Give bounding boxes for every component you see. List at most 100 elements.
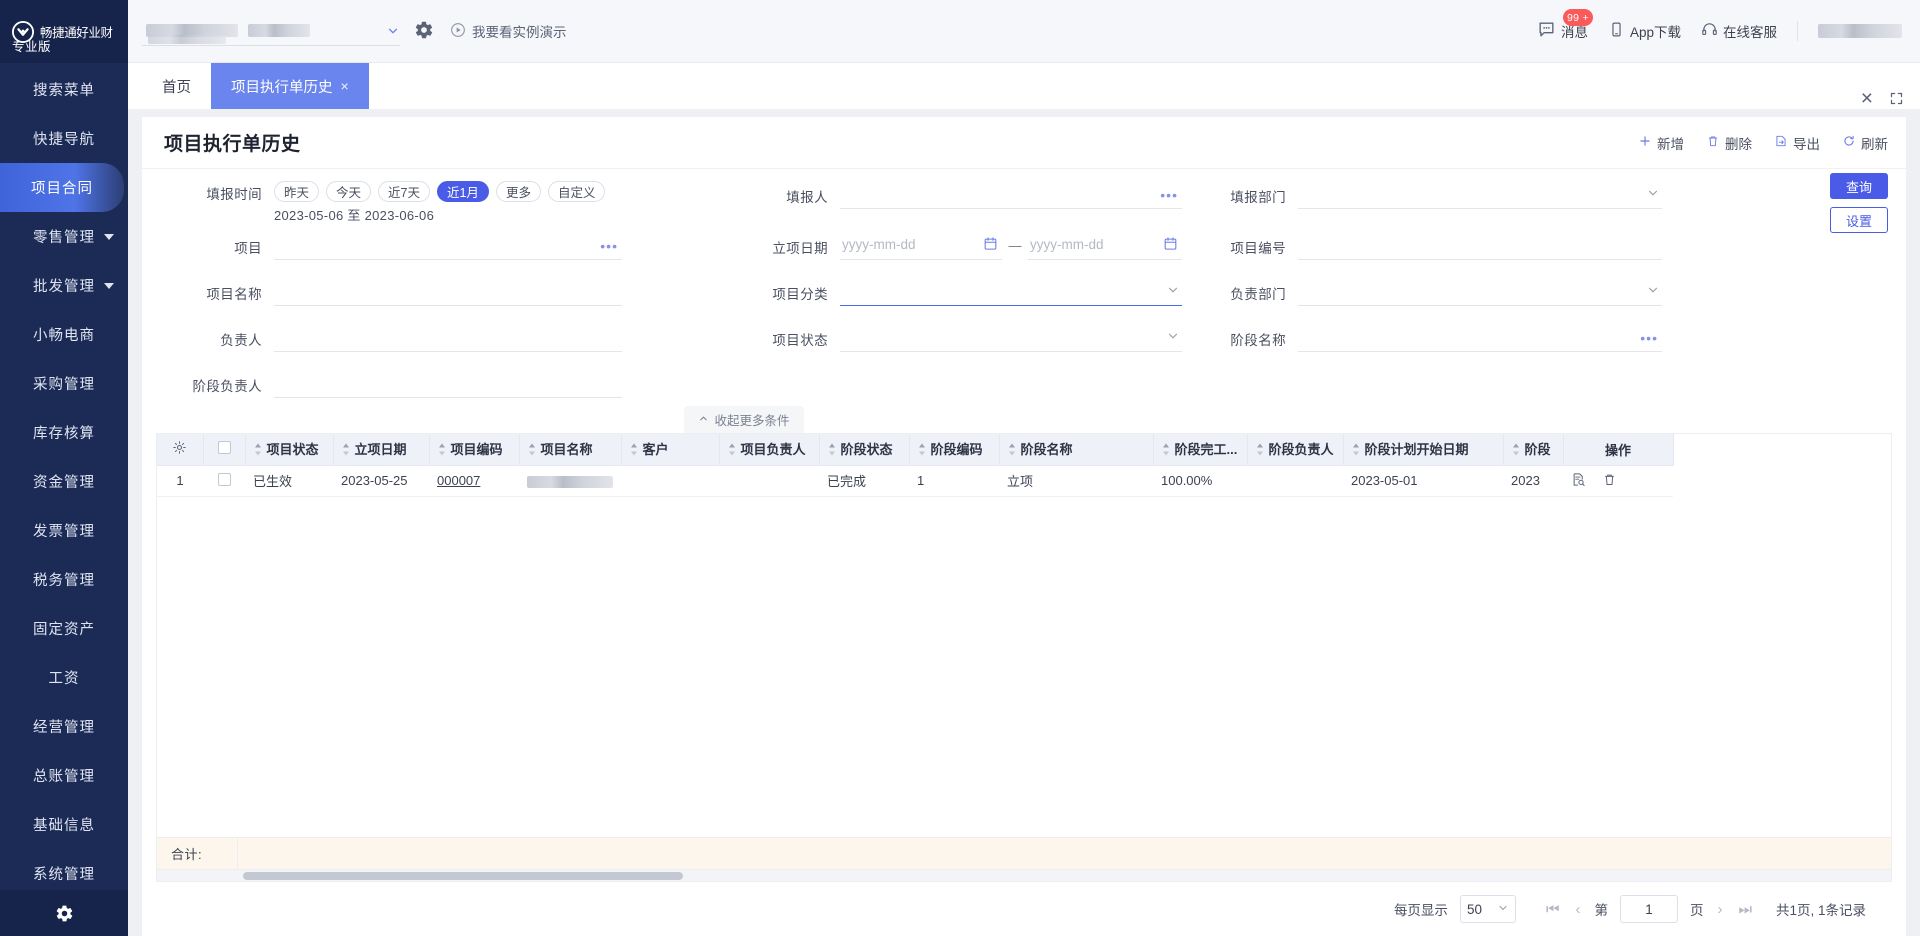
column-project-status[interactable]: 项目状态: [245, 434, 334, 466]
last-page-icon[interactable]: ⏭: [1738, 900, 1752, 918]
column-stage-name[interactable]: 阶段名称: [999, 434, 1154, 466]
owner-field[interactable]: [274, 322, 622, 352]
sort-icon[interactable]: [254, 443, 262, 459]
delete-icon[interactable]: [1602, 472, 1617, 490]
stage-name-field[interactable]: •••: [1298, 322, 1662, 352]
close-all-tabs-icon[interactable]: ×: [1860, 87, 1873, 110]
project-code-link[interactable]: 000007: [437, 473, 481, 488]
sidebar-item-operations[interactable]: 经营管理: [0, 702, 128, 751]
select-all-checkbox[interactable]: [217, 441, 231, 455]
app-download-button[interactable]: App下载: [1608, 21, 1681, 41]
sidebar-item-system[interactable]: 系统管理: [0, 849, 128, 890]
next-page-icon[interactable]: ›: [1717, 900, 1723, 918]
sort-icon[interactable]: [438, 443, 446, 459]
sort-icon[interactable]: [1512, 443, 1520, 459]
cell-project-code[interactable]: 000007: [429, 465, 519, 497]
sidebar-item-assets[interactable]: 固定资产: [0, 604, 128, 653]
project-field[interactable]: •••: [274, 230, 622, 260]
report-dept-field[interactable]: [1298, 179, 1662, 209]
column-stage-code[interactable]: 阶段编码: [909, 434, 1000, 466]
column-stage-owner[interactable]: 阶段负责人: [1247, 434, 1344, 466]
sidebar-item-ecommerce[interactable]: 小畅电商: [0, 310, 128, 359]
chip-yesterday[interactable]: 昨天: [274, 181, 320, 202]
column-stage-progress[interactable]: 阶段完工...: [1153, 434, 1248, 466]
sidebar-item-basic-info[interactable]: 基础信息: [0, 800, 128, 849]
sidebar-item-retail[interactable]: 零售管理: [0, 212, 128, 261]
table-row[interactable]: 1 已生效 2023-05-25 000007: [157, 465, 1673, 497]
sidebar-item-wholesale[interactable]: 批发管理: [0, 261, 128, 310]
organization-selector[interactable]: [142, 16, 400, 46]
close-icon[interactable]: ×: [340, 78, 349, 94]
horizontal-scrollbar[interactable]: [156, 870, 1892, 882]
sort-icon[interactable]: [342, 443, 350, 459]
calendar-icon[interactable]: [983, 236, 998, 251]
sidebar-item-invoice[interactable]: 发票管理: [0, 506, 128, 555]
prev-page-icon[interactable]: ‹: [1575, 900, 1581, 918]
first-page-icon[interactable]: ⏮: [1545, 900, 1560, 918]
chevron-down-icon[interactable]: [1646, 283, 1660, 297]
sidebar-item-funds[interactable]: 资金管理: [0, 457, 128, 506]
project-code-field[interactable]: [1298, 230, 1662, 260]
sidebar-item-search-menu[interactable]: 搜索菜单: [0, 65, 128, 114]
sidebar-item-tax[interactable]: 税务管理: [0, 555, 128, 604]
column-stage-plan-start[interactable]: 阶段计划开始日期: [1343, 434, 1504, 466]
chip-last-7-days[interactable]: 近7天: [378, 181, 430, 202]
messages-button[interactable]: 消息 99 +: [1537, 9, 1593, 42]
column-settings-header[interactable]: [157, 434, 204, 466]
chevron-down-icon[interactable]: [1166, 329, 1180, 343]
chip-last-month[interactable]: 近1月: [436, 181, 489, 202]
more-dots-icon[interactable]: •••: [1160, 187, 1178, 203]
horizontal-scrollbar-thumb[interactable]: [243, 872, 683, 880]
user-name-redacted[interactable]: [1818, 24, 1902, 38]
demo-link[interactable]: 我要看实例演示: [450, 21, 567, 41]
add-button[interactable]: 新增: [1638, 133, 1684, 153]
column-project-code[interactable]: 项目编码: [429, 434, 520, 466]
sort-icon[interactable]: [1256, 443, 1264, 459]
row-checkbox[interactable]: [217, 472, 231, 486]
setup-date-end-input[interactable]: yyyy-mm-dd: [1028, 230, 1182, 260]
per-page-select[interactable]: 50: [1459, 895, 1516, 923]
page-number-input[interactable]: [1619, 895, 1678, 923]
chevron-down-icon[interactable]: [1166, 283, 1180, 297]
column-customer[interactable]: 客户: [621, 434, 720, 466]
sidebar-settings-button[interactable]: [0, 890, 128, 936]
more-dots-icon[interactable]: •••: [1640, 330, 1658, 346]
column-project-name[interactable]: 项目名称: [519, 434, 622, 466]
online-service-button[interactable]: 在线客服: [1701, 21, 1777, 41]
tab-project-execution-history[interactable]: 项目执行单历史 ×: [211, 63, 369, 109]
sort-icon[interactable]: [828, 443, 836, 459]
chip-more[interactable]: 更多: [495, 181, 541, 202]
column-setup-date[interactable]: 立项日期: [333, 434, 430, 466]
column-stage-plan-end[interactable]: 阶段: [1503, 434, 1564, 466]
fullscreen-icon[interactable]: [1889, 91, 1904, 106]
column-project-owner[interactable]: 项目负责人: [719, 434, 820, 466]
row-checkbox-cell[interactable]: [203, 465, 245, 497]
sort-icon[interactable]: [728, 443, 736, 459]
settings-button[interactable]: 设置: [1830, 207, 1888, 233]
column-stage-status[interactable]: 阶段状态: [819, 434, 910, 466]
sort-icon[interactable]: [1352, 443, 1360, 459]
refresh-button[interactable]: 刷新: [1842, 133, 1888, 153]
reporter-field[interactable]: •••: [840, 179, 1182, 209]
chevron-down-icon[interactable]: [1646, 186, 1660, 200]
project-name-field[interactable]: [274, 276, 622, 306]
export-button[interactable]: 导出: [1774, 133, 1820, 153]
delete-button[interactable]: 删除: [1706, 133, 1752, 153]
sidebar-item-inventory[interactable]: 库存核算: [0, 408, 128, 457]
sort-icon[interactable]: [630, 443, 638, 459]
sort-icon[interactable]: [528, 443, 536, 459]
gear-icon[interactable]: [172, 441, 187, 458]
owner-dept-field[interactable]: [1298, 276, 1662, 306]
select-all-header[interactable]: [203, 434, 246, 466]
tab-home[interactable]: 首页: [142, 63, 211, 109]
sidebar-item-purchase[interactable]: 采购管理: [0, 359, 128, 408]
sort-icon[interactable]: [918, 443, 926, 459]
search-button[interactable]: 查询: [1830, 173, 1888, 199]
chip-today[interactable]: 今天: [326, 181, 372, 202]
calendar-icon[interactable]: [1163, 236, 1178, 251]
sidebar-item-project-contract[interactable]: 项目合同: [0, 163, 124, 212]
project-status-field[interactable]: [840, 322, 1182, 352]
chip-custom[interactable]: 自定义: [547, 181, 606, 202]
collapse-filters-button[interactable]: 收起更多条件: [684, 406, 804, 433]
sidebar-item-payroll[interactable]: 工资: [0, 653, 128, 702]
